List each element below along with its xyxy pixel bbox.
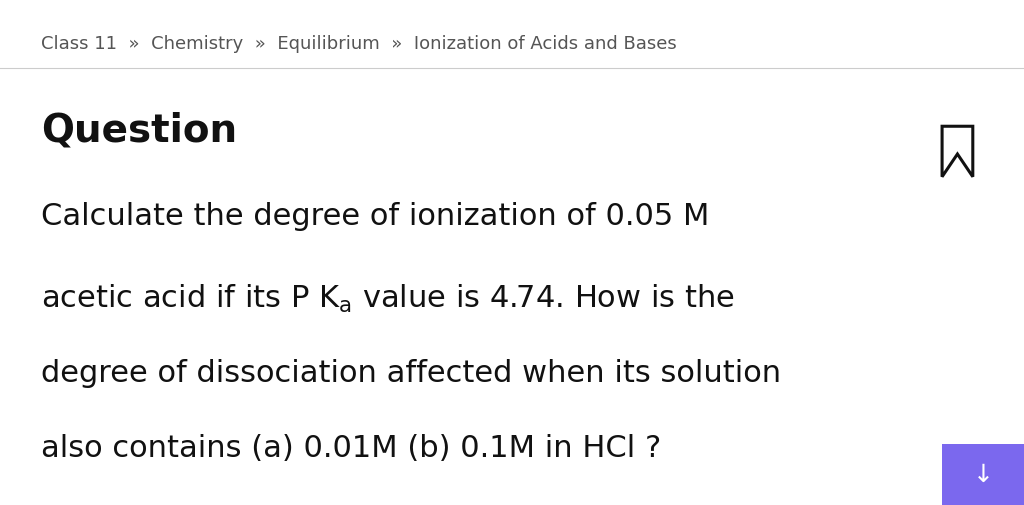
Text: Class 11  »  Chemistry  »  Equilibrium  »  Ionization of Acids and Bases: Class 11 » Chemistry » Equilibrium » Ion… <box>41 35 677 54</box>
Text: Calculate the degree of ionization of 0.05 M: Calculate the degree of ionization of 0.… <box>41 202 710 231</box>
FancyBboxPatch shape <box>942 444 1024 505</box>
Text: degree of dissociation affected when its solution: degree of dissociation affected when its… <box>41 359 781 387</box>
Text: Question: Question <box>41 111 238 149</box>
Text: ↓: ↓ <box>973 463 993 487</box>
Text: acetic acid if its P K$_\mathrm{a}$ value is 4.74. How is the: acetic acid if its P K$_\mathrm{a}$ valu… <box>41 283 734 315</box>
Text: also contains (a) 0.01M (b) 0.1M in HCl ?: also contains (a) 0.01M (b) 0.1M in HCl … <box>41 434 662 463</box>
